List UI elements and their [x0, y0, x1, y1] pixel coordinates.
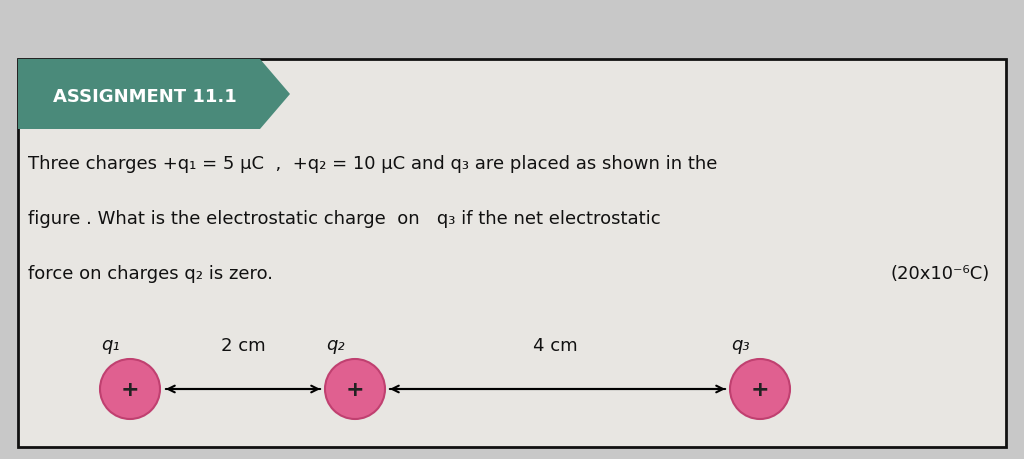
Text: 2 cm: 2 cm [221, 336, 265, 354]
Text: q₂: q₂ [326, 335, 344, 353]
Text: (20x10⁻⁶C): (20x10⁻⁶C) [891, 264, 990, 282]
Polygon shape [18, 60, 290, 130]
Text: figure . What is the electrostatic charge  on   q₃ if the net electrostatic: figure . What is the electrostatic charg… [28, 210, 660, 228]
Text: Three charges +q₁ = 5 μC  ,  +q₂ = 10 μC and q₃ are placed as shown in the: Three charges +q₁ = 5 μC , +q₂ = 10 μC a… [28, 155, 718, 173]
Text: force on charges q₂ is zero.: force on charges q₂ is zero. [28, 264, 273, 282]
Text: q₃: q₃ [731, 335, 750, 353]
Circle shape [325, 359, 385, 419]
FancyBboxPatch shape [18, 60, 1006, 447]
Text: ASSIGNMENT 11.1: ASSIGNMENT 11.1 [53, 88, 237, 106]
Circle shape [100, 359, 160, 419]
Text: +: + [346, 379, 365, 399]
Text: +: + [121, 379, 139, 399]
Text: +: + [751, 379, 769, 399]
Text: 4 cm: 4 cm [532, 336, 578, 354]
Circle shape [730, 359, 790, 419]
Text: q₁: q₁ [100, 335, 120, 353]
